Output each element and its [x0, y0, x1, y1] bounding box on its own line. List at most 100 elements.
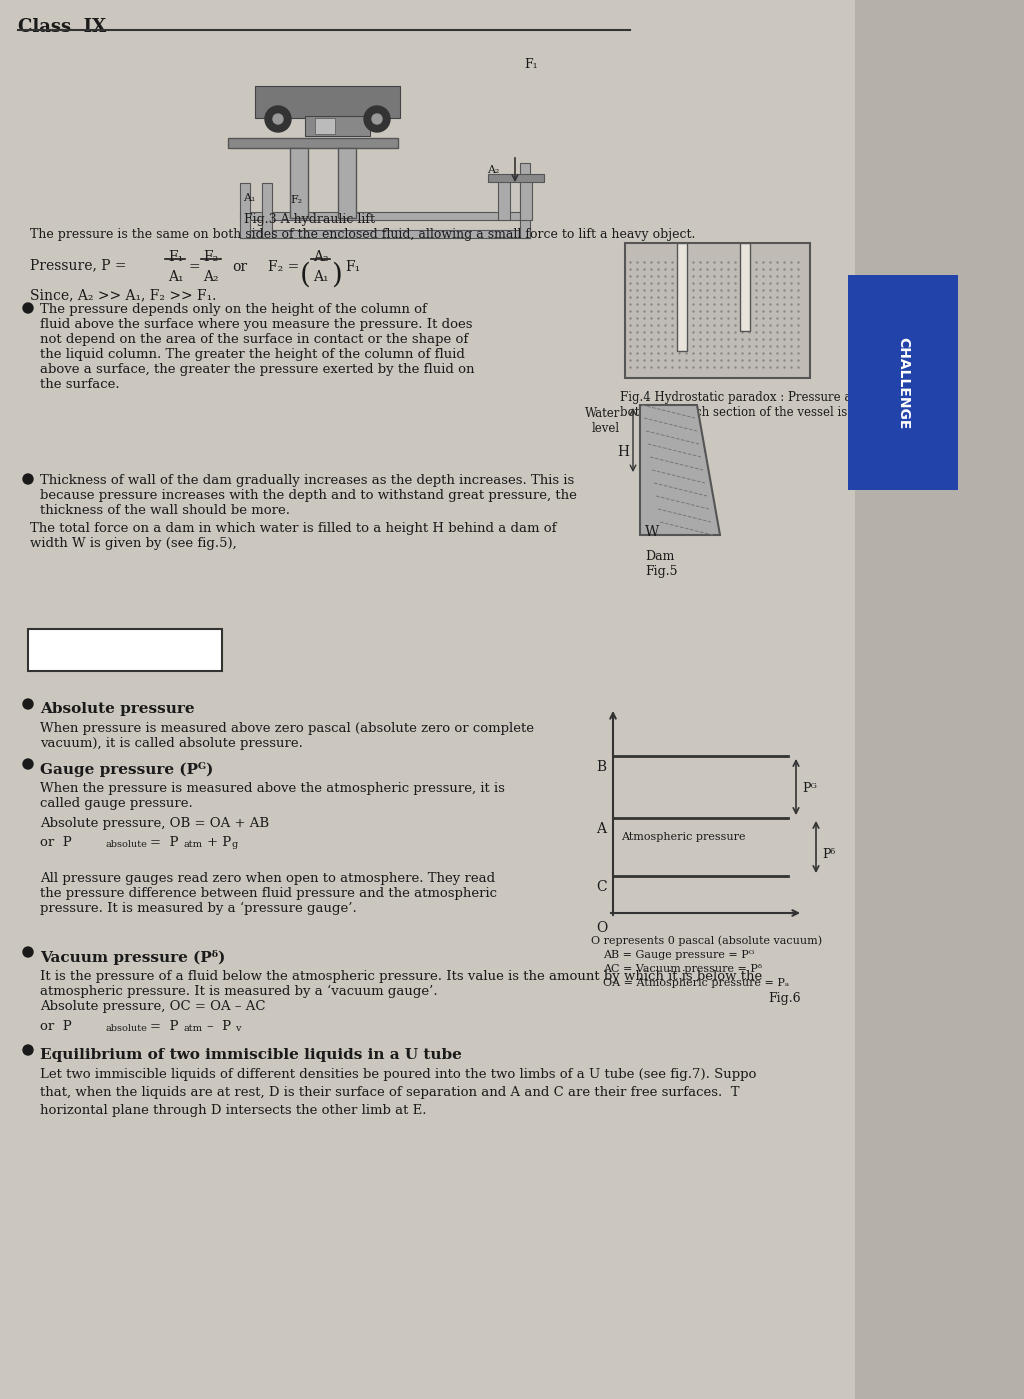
Text: B: B	[596, 760, 606, 774]
Circle shape	[23, 1045, 33, 1055]
Text: =  P: = P	[150, 837, 178, 849]
Text: F₂: F₂	[290, 194, 302, 206]
Polygon shape	[640, 404, 720, 534]
Bar	[255, 85, 400, 118]
Text: The pressure is the same on both sides of the enclosed fluid, allowing a small f: The pressure is the same on both sides o…	[30, 228, 695, 241]
Circle shape	[364, 106, 390, 132]
Text: Absolute pressure, OC = OA – AC: Absolute pressure, OC = OA – AC	[40, 1000, 265, 1013]
Bar	[0, 0, 855, 1399]
Text: When pressure is measured above zero pascal (absolute zero or complete
vacuum), : When pressure is measured above zero pas…	[40, 722, 534, 750]
Bar	[338, 148, 356, 218]
Text: + P: + P	[207, 837, 231, 849]
Bar	[228, 139, 398, 148]
Text: Fig.6: Fig.6	[768, 992, 801, 1004]
Text: Fig.4 Hydrostatic paradox : Pressure at the
bottom of each section of the vessel: Fig.4 Hydrostatic paradox : Pressure at …	[620, 390, 882, 418]
Text: Equilibrium of two immiscible liquids in a U tube: Equilibrium of two immiscible liquids in…	[40, 1048, 462, 1062]
Bar	[520, 178, 532, 220]
Text: CHALLENGE: CHALLENGE	[896, 337, 910, 429]
Text: F₁: F₁	[524, 57, 538, 71]
Text: or  P: or P	[40, 837, 72, 849]
Text: H: H	[617, 445, 629, 459]
Text: atm: atm	[183, 1024, 202, 1032]
Text: AB = Gauge pressure = Pᴳ: AB = Gauge pressure = Pᴳ	[603, 950, 755, 960]
Text: Dam
Fig.5: Dam Fig.5	[645, 550, 678, 578]
Bar	[315, 118, 335, 134]
Text: Pᴳ: Pᴳ	[802, 782, 817, 795]
Bar	[520, 164, 530, 238]
Text: that, when the liquids are at rest, D is their surface of separation and A and C: that, when the liquids are at rest, D is…	[40, 1086, 739, 1100]
Circle shape	[23, 947, 33, 957]
Text: =  P: = P	[150, 1020, 178, 1032]
Text: F₁: F₁	[345, 260, 360, 274]
Text: v: v	[234, 1024, 241, 1032]
Text: =: =	[188, 260, 200, 274]
Text: A₁: A₁	[243, 193, 255, 203]
Circle shape	[265, 106, 291, 132]
Bar	[848, 276, 958, 490]
Text: Pressure, P =: Pressure, P =	[30, 257, 131, 271]
Text: absolute: absolute	[105, 839, 146, 849]
Text: A₂: A₂	[313, 250, 329, 264]
Text: A₂: A₂	[203, 270, 219, 284]
Text: The total force on a dam in which water is filled to a height H behind a dam of
: The total force on a dam in which water …	[30, 522, 556, 550]
Text: A: A	[596, 823, 606, 837]
Circle shape	[23, 760, 33, 769]
Text: horizontal plane through D intersects the other limb at E.: horizontal plane through D intersects th…	[40, 1104, 427, 1116]
Text: It is the pressure of a fluid below the atmospheric pressure. Its value is the a: It is the pressure of a fluid below the …	[40, 970, 762, 999]
Circle shape	[23, 304, 33, 313]
Bar	[677, 243, 687, 351]
Bar	[488, 173, 544, 182]
Text: –  P: – P	[207, 1020, 231, 1032]
Text: A₁: A₁	[313, 270, 329, 284]
Text: Absolute pressure, OB = OA + AB: Absolute pressure, OB = OA + AB	[40, 817, 269, 830]
Bar	[305, 116, 370, 136]
Text: When the pressure is measured above the atmospheric pressure, it is
called gauge: When the pressure is measured above the …	[40, 782, 505, 810]
Text: Vacuum pressure (Pᵟ): Vacuum pressure (Pᵟ)	[40, 950, 225, 965]
Text: F = ½pgWH²: F = ½pgWH²	[38, 632, 140, 648]
Text: OA = Atmospheric pressure = Pₐ: OA = Atmospheric pressure = Pₐ	[603, 978, 790, 988]
Circle shape	[23, 700, 33, 709]
Circle shape	[372, 113, 382, 125]
Text: Since, A₂ >> A₁, F₂ >> F₁.: Since, A₂ >> A₁, F₂ >> F₁.	[30, 288, 216, 302]
Bar	[498, 178, 510, 220]
Bar	[262, 183, 272, 238]
Text: C: C	[596, 880, 606, 894]
Text: Pᵟ: Pᵟ	[822, 848, 836, 860]
Text: g: g	[231, 839, 238, 849]
Text: O: O	[596, 921, 607, 935]
Text: F₁: F₁	[168, 250, 183, 264]
Text: Atmospheric pressure: Atmospheric pressure	[621, 832, 745, 842]
FancyBboxPatch shape	[28, 630, 222, 672]
Text: Absolute pressure: Absolute pressure	[40, 702, 195, 716]
Bar	[240, 213, 530, 220]
Text: W: W	[645, 525, 659, 539]
Text: O represents 0 pascal (absolute vacuum): O represents 0 pascal (absolute vacuum)	[591, 935, 822, 946]
Bar	[855, 0, 1024, 1399]
Text: or  P: or P	[40, 1020, 72, 1032]
Text: Fig.3 A hydraulic lift: Fig.3 A hydraulic lift	[245, 213, 376, 227]
Circle shape	[273, 113, 283, 125]
Text: Water
level: Water level	[585, 407, 620, 435]
Text: A₂: A₂	[487, 165, 500, 175]
Text: Class  IX: Class IX	[18, 18, 106, 36]
Bar	[240, 183, 250, 238]
Bar	[625, 243, 810, 378]
Text: The pressure depends only on the height of the column of
fluid above the surface: The pressure depends only on the height …	[40, 304, 474, 390]
Text: ): )	[331, 262, 342, 290]
Text: A₁: A₁	[168, 270, 183, 284]
Text: Gauge pressure (Pᴳ): Gauge pressure (Pᴳ)	[40, 762, 213, 776]
Text: Thickness of wall of the dam gradually increases as the depth increases. This is: Thickness of wall of the dam gradually i…	[40, 474, 577, 518]
Text: F₂: F₂	[203, 250, 218, 264]
Text: or: or	[232, 260, 247, 274]
Text: Let two immiscible liquids of different densities be poured into the two limbs o: Let two immiscible liquids of different …	[40, 1067, 757, 1081]
Text: (: (	[300, 262, 311, 290]
Bar	[290, 148, 308, 218]
Text: All pressure gauges read zero when open to atmosphere. They read
the pressure di: All pressure gauges read zero when open …	[40, 872, 497, 915]
Bar	[240, 229, 530, 238]
Text: atm: atm	[183, 839, 202, 849]
Circle shape	[23, 474, 33, 484]
Text: absolute: absolute	[105, 1024, 146, 1032]
Text: F₂ =: F₂ =	[268, 260, 304, 274]
Text: AC = Vacuum pressure = Pᵟ: AC = Vacuum pressure = Pᵟ	[603, 964, 762, 974]
Bar	[740, 243, 750, 332]
